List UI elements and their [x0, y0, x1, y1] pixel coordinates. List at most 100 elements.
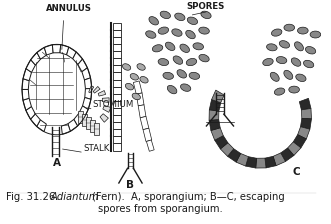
Polygon shape — [113, 94, 121, 101]
Polygon shape — [82, 97, 91, 110]
Polygon shape — [90, 120, 95, 132]
Ellipse shape — [279, 41, 290, 48]
Ellipse shape — [294, 42, 304, 51]
Polygon shape — [113, 143, 121, 151]
Ellipse shape — [181, 83, 190, 92]
Polygon shape — [22, 89, 29, 100]
Ellipse shape — [199, 54, 209, 62]
Polygon shape — [212, 90, 224, 103]
Polygon shape — [113, 129, 121, 136]
Polygon shape — [209, 110, 219, 120]
Text: Fig. 31.26.: Fig. 31.26. — [6, 192, 58, 202]
Polygon shape — [113, 108, 121, 115]
Ellipse shape — [153, 44, 162, 53]
Polygon shape — [301, 118, 311, 129]
Polygon shape — [113, 65, 121, 72]
Ellipse shape — [158, 58, 168, 66]
Ellipse shape — [310, 31, 320, 38]
Ellipse shape — [186, 58, 197, 66]
Polygon shape — [140, 116, 149, 130]
Polygon shape — [236, 153, 248, 166]
Ellipse shape — [177, 69, 186, 78]
Polygon shape — [113, 136, 121, 143]
Polygon shape — [102, 98, 109, 103]
Text: B: B — [126, 180, 134, 190]
Polygon shape — [113, 30, 121, 37]
Ellipse shape — [173, 56, 183, 64]
Ellipse shape — [193, 42, 203, 51]
Ellipse shape — [270, 73, 280, 81]
Polygon shape — [98, 90, 106, 96]
Text: STALK: STALK — [83, 144, 109, 153]
Polygon shape — [61, 124, 70, 134]
Polygon shape — [100, 114, 109, 122]
Polygon shape — [85, 88, 92, 99]
Polygon shape — [113, 101, 121, 108]
Polygon shape — [79, 106, 88, 118]
Polygon shape — [113, 87, 121, 94]
Polygon shape — [82, 114, 87, 126]
Text: ANNULUS: ANNULUS — [45, 4, 91, 13]
Polygon shape — [281, 148, 294, 162]
Polygon shape — [209, 119, 220, 131]
Polygon shape — [26, 107, 35, 119]
Ellipse shape — [199, 26, 209, 35]
Polygon shape — [52, 45, 61, 53]
Polygon shape — [26, 60, 35, 72]
Polygon shape — [73, 52, 82, 65]
Ellipse shape — [283, 71, 294, 78]
Text: SPORES: SPORES — [187, 2, 225, 11]
Polygon shape — [78, 59, 87, 72]
Ellipse shape — [188, 16, 197, 25]
Polygon shape — [86, 117, 91, 129]
Ellipse shape — [130, 73, 138, 80]
Text: C: C — [292, 167, 300, 177]
Text: A: A — [53, 158, 61, 168]
Polygon shape — [273, 153, 286, 166]
Ellipse shape — [179, 45, 190, 52]
Text: STOMIUM: STOMIUM — [93, 100, 134, 109]
Polygon shape — [37, 120, 46, 132]
Text: Adiantum: Adiantum — [50, 192, 99, 202]
Polygon shape — [298, 127, 310, 139]
Polygon shape — [220, 143, 234, 156]
Polygon shape — [23, 69, 31, 81]
Ellipse shape — [306, 47, 316, 54]
Polygon shape — [113, 51, 121, 58]
Polygon shape — [22, 79, 29, 89]
Ellipse shape — [303, 60, 314, 67]
Polygon shape — [138, 105, 146, 118]
Ellipse shape — [163, 72, 173, 80]
Polygon shape — [94, 123, 99, 135]
Ellipse shape — [146, 31, 156, 38]
Polygon shape — [228, 149, 241, 162]
Ellipse shape — [158, 27, 169, 34]
Polygon shape — [113, 37, 121, 44]
Ellipse shape — [274, 88, 285, 95]
Polygon shape — [288, 142, 301, 155]
Polygon shape — [113, 23, 121, 30]
Ellipse shape — [172, 28, 181, 37]
Polygon shape — [302, 108, 311, 119]
Polygon shape — [215, 136, 228, 149]
Ellipse shape — [190, 71, 199, 80]
Polygon shape — [113, 115, 121, 122]
Polygon shape — [113, 58, 121, 65]
Polygon shape — [136, 93, 144, 106]
Polygon shape — [299, 98, 311, 110]
Ellipse shape — [149, 17, 159, 25]
Ellipse shape — [289, 86, 299, 93]
Polygon shape — [113, 44, 121, 51]
Polygon shape — [209, 100, 221, 111]
Ellipse shape — [298, 27, 308, 34]
Polygon shape — [211, 128, 223, 140]
Polygon shape — [31, 52, 40, 65]
Polygon shape — [78, 111, 83, 123]
Polygon shape — [246, 157, 257, 168]
Polygon shape — [74, 113, 84, 126]
Polygon shape — [133, 81, 142, 94]
Ellipse shape — [185, 31, 196, 38]
Polygon shape — [93, 86, 100, 93]
Polygon shape — [68, 119, 77, 131]
Ellipse shape — [296, 74, 306, 81]
